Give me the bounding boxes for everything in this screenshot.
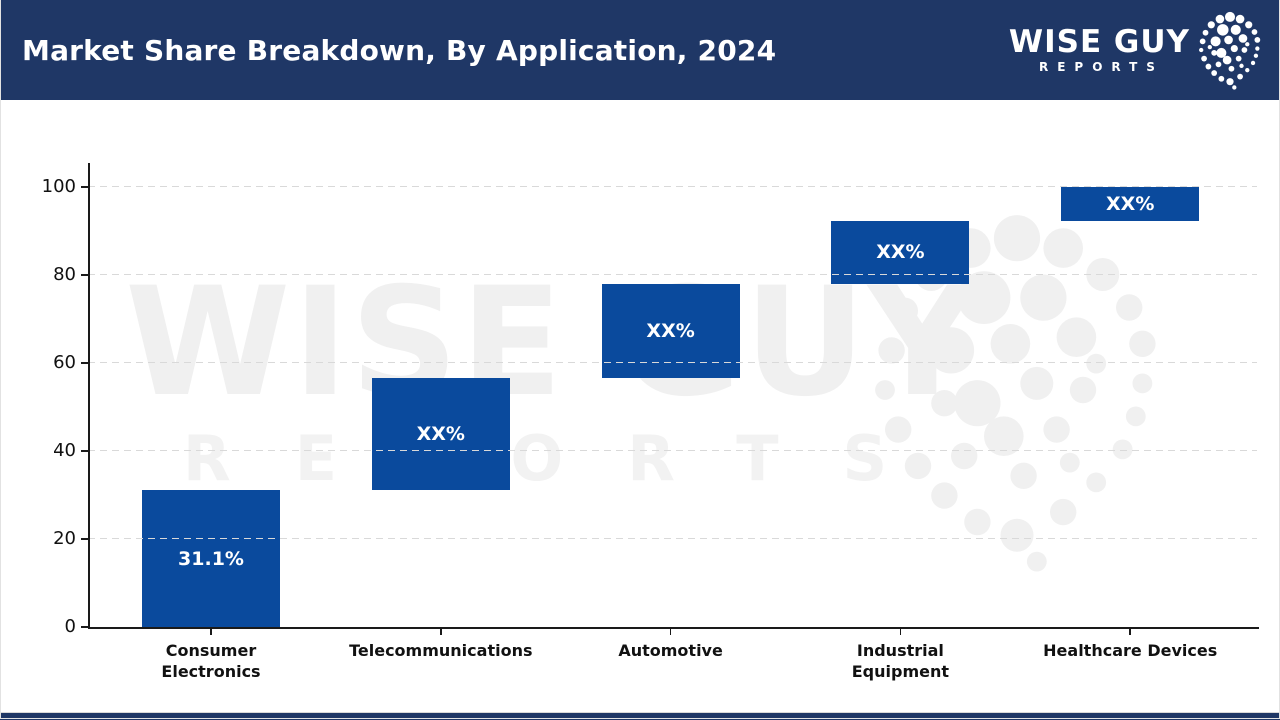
x-category-label: Automotive xyxy=(556,640,786,661)
y-tick-label: 60 xyxy=(53,352,76,373)
bar: XX% xyxy=(371,377,510,491)
x-tick-mark xyxy=(210,629,212,635)
grid-line xyxy=(88,274,1257,277)
brand-logo-text: WISE GUY REPORTS xyxy=(1009,26,1190,75)
watermark-subtext: REPORTS xyxy=(183,422,952,495)
header-bar: Market Share Breakdown, By Application, … xyxy=(0,0,1280,100)
y-tick-mark xyxy=(81,186,88,188)
footer-bar xyxy=(0,712,1280,720)
x-category-label-line: Telecommunications xyxy=(349,641,533,660)
brand-logo: WISE GUY REPORTS xyxy=(1009,9,1280,91)
y-tick-mark xyxy=(81,274,88,276)
x-category-label-line: Healthcare Devices xyxy=(1043,641,1218,660)
y-tick-mark xyxy=(81,626,88,628)
watermark-text: WISE GUY xyxy=(125,256,979,430)
x-tick-mark xyxy=(899,629,902,635)
bar: XX% xyxy=(831,220,970,284)
x-tick-mark xyxy=(440,629,442,635)
bar-value-label: XX% xyxy=(876,241,925,264)
grid-line xyxy=(88,186,1257,189)
x-category-label: Industrial Equipment xyxy=(785,640,1015,682)
y-axis-line xyxy=(88,163,90,629)
x-tick-mark xyxy=(669,629,672,635)
dotted-head-logo-icon xyxy=(1199,11,1261,90)
x-category-label-line: Industrial xyxy=(856,641,944,660)
y-tick-mark xyxy=(81,538,88,540)
bar-value-label: XX% xyxy=(1106,192,1155,215)
bar-value-label: XX% xyxy=(646,319,695,342)
x-category-label: Healthcare Devices xyxy=(1015,640,1245,661)
x-category-label-line: Electronics xyxy=(161,662,261,682)
bar-value-label: XX% xyxy=(416,423,465,446)
bar: XX% xyxy=(601,283,740,378)
grid-line xyxy=(88,450,1257,453)
brand-name: WISE GUY xyxy=(1008,23,1190,60)
x-category-label-line: Automotive xyxy=(618,641,723,660)
y-tick-mark xyxy=(81,450,88,452)
bar-value-label: 31.1% xyxy=(178,547,244,570)
y-tick-label: 80 xyxy=(53,264,76,285)
bar: 31.1% xyxy=(142,490,280,627)
x-category-label: Telecommunications xyxy=(326,640,556,661)
bar: XX% xyxy=(1061,187,1200,221)
page-title: Market Share Breakdown, By Application, … xyxy=(22,33,777,67)
y-tick-label: 0 xyxy=(64,616,76,637)
x-category-label: Consumer Electronics xyxy=(96,640,326,682)
y-tick-mark xyxy=(81,362,88,364)
x-category-label-line: Consumer xyxy=(165,641,257,660)
x-axis-line xyxy=(88,627,1259,629)
y-tick-label: 20 xyxy=(53,528,76,549)
grid-line xyxy=(88,362,1257,365)
x-tick-mark xyxy=(1129,629,1131,635)
x-category-label-line: Equipment xyxy=(851,662,950,682)
brand-subtitle: REPORTS xyxy=(1038,60,1164,75)
y-tick-label: 100 xyxy=(41,176,76,197)
y-tick-label: 40 xyxy=(53,440,76,461)
grid-line xyxy=(88,538,1257,541)
